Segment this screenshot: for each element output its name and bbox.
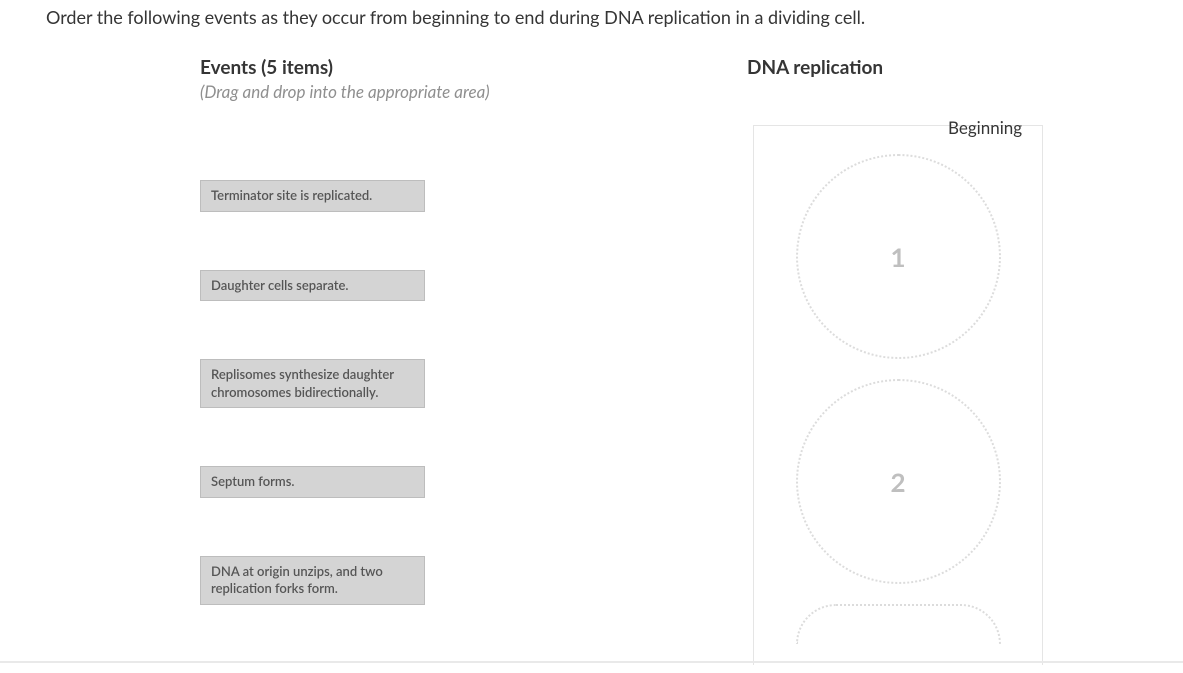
drop-slot-number: 1: [890, 241, 905, 273]
drag-item-terminator[interactable]: Terminator site is replicated.: [200, 180, 425, 212]
drop-slot-1[interactable]: 1: [796, 154, 1001, 359]
question-text: Order the following events as they occur…: [0, 0, 1183, 28]
events-panel: Events (5 items) (Drag and drop into the…: [0, 56, 560, 665]
drag-item-replisomes[interactable]: Replisomes synthesize daughter chromosom…: [200, 359, 425, 408]
dropzone-title: DNA replication: [747, 56, 1043, 79]
drag-item-origin-unzips[interactable]: DNA at origin unzips, and two replicatio…: [200, 556, 425, 605]
drag-items-list: Terminator site is replicated. Daughter …: [200, 180, 560, 605]
drop-slot-number: 2: [890, 466, 905, 498]
drop-slot-3-partial[interactable]: [796, 604, 1001, 644]
dropzone-panel: DNA replication Beginning 1 2: [560, 56, 1043, 665]
bottom-divider: [0, 661, 1183, 663]
drop-area[interactable]: 1 2: [753, 125, 1043, 665]
drop-slot-2[interactable]: 2: [796, 379, 1001, 584]
content-row: Events (5 items) (Drag and drop into the…: [0, 28, 1183, 665]
events-subtitle: (Drag and drop into the appropriate area…: [200, 81, 560, 102]
events-title: Events (5 items): [200, 56, 560, 79]
drag-item-septum[interactable]: Septum forms.: [200, 466, 425, 498]
beginning-label: Beginning: [948, 117, 1022, 138]
drag-item-daughter-separate[interactable]: Daughter cells separate.: [200, 270, 425, 302]
